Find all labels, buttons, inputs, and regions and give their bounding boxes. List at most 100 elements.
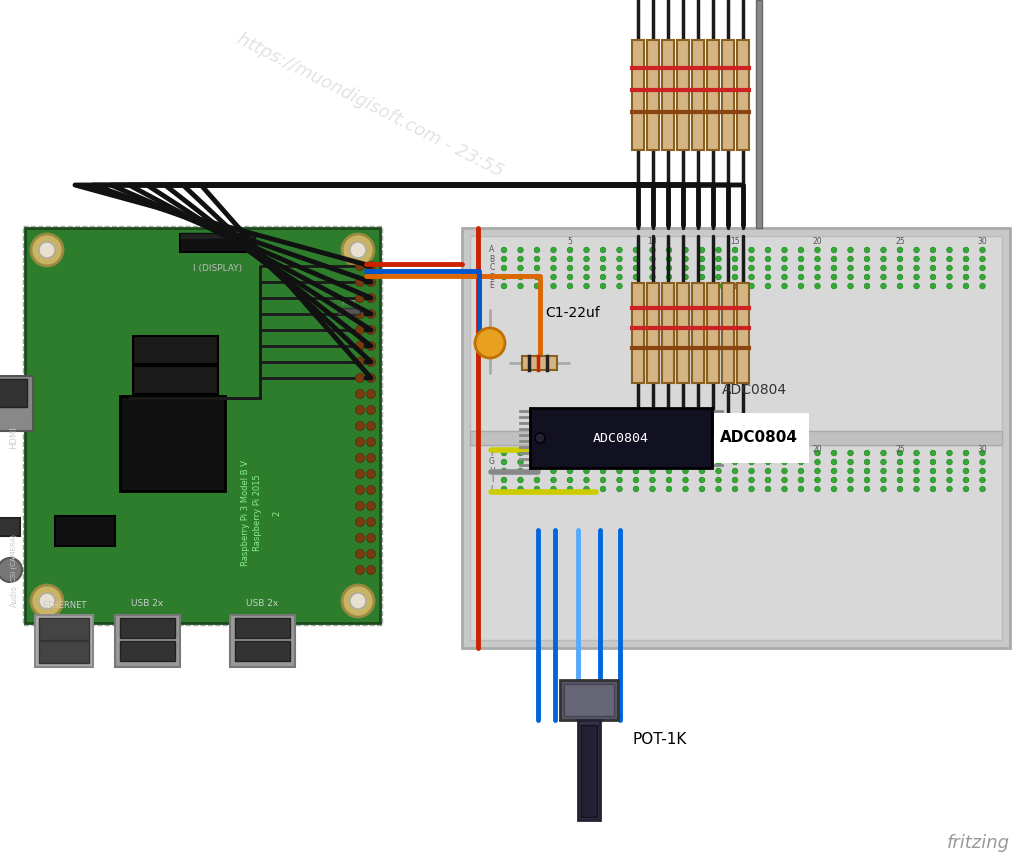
Circle shape (831, 283, 837, 289)
Circle shape (781, 486, 787, 492)
Circle shape (551, 247, 556, 253)
Text: 25: 25 (895, 236, 905, 246)
Bar (578, 720, 600, 820)
Text: PRO: PRO (341, 300, 355, 306)
Bar (25, 228, 380, 623)
Circle shape (913, 477, 920, 483)
Circle shape (355, 341, 365, 351)
Circle shape (980, 247, 985, 253)
Circle shape (649, 283, 655, 289)
Text: 25: 25 (895, 445, 905, 455)
Circle shape (964, 247, 969, 253)
Circle shape (732, 450, 738, 456)
Circle shape (567, 486, 572, 492)
Bar (632, 283, 644, 383)
Bar (522, 356, 557, 370)
Circle shape (980, 274, 985, 279)
Text: 30: 30 (978, 445, 987, 455)
Circle shape (667, 266, 672, 271)
Circle shape (367, 534, 376, 542)
Circle shape (897, 274, 903, 279)
Circle shape (584, 468, 589, 474)
Circle shape (831, 450, 837, 456)
Text: F: F (489, 449, 495, 457)
Circle shape (535, 247, 540, 253)
Circle shape (355, 437, 365, 446)
Circle shape (980, 266, 985, 271)
Circle shape (535, 477, 540, 483)
Circle shape (831, 266, 837, 271)
Text: Audio: Audio (9, 585, 18, 607)
Bar (647, 40, 659, 150)
Bar (120, 641, 175, 661)
Circle shape (980, 450, 985, 456)
Circle shape (815, 266, 820, 271)
Bar (234, 618, 290, 638)
Circle shape (848, 283, 853, 289)
Circle shape (881, 450, 887, 456)
Circle shape (667, 450, 672, 456)
Circle shape (31, 585, 63, 617)
Circle shape (355, 373, 365, 383)
Circle shape (699, 247, 705, 253)
Text: 2: 2 (272, 510, 282, 516)
Circle shape (567, 477, 572, 483)
Circle shape (831, 459, 837, 464)
Circle shape (584, 459, 589, 464)
Circle shape (897, 450, 903, 456)
Circle shape (716, 247, 721, 253)
Circle shape (732, 477, 738, 483)
Bar (234, 641, 290, 661)
Circle shape (355, 358, 365, 366)
Circle shape (683, 274, 688, 279)
Bar (230, 615, 295, 667)
Circle shape (584, 450, 589, 456)
Circle shape (551, 459, 556, 464)
Circle shape (616, 283, 623, 289)
Circle shape (815, 256, 820, 262)
Circle shape (342, 234, 374, 266)
Circle shape (815, 283, 820, 289)
Circle shape (913, 450, 920, 456)
Text: 10: 10 (648, 445, 657, 455)
Circle shape (355, 470, 365, 478)
Bar (707, 40, 719, 150)
Circle shape (716, 459, 721, 464)
Circle shape (964, 266, 969, 271)
Circle shape (649, 459, 655, 464)
Bar (632, 40, 644, 150)
Circle shape (930, 274, 936, 279)
Circle shape (964, 477, 969, 483)
Circle shape (584, 274, 589, 279)
Circle shape (367, 422, 376, 431)
Circle shape (913, 256, 920, 262)
Circle shape (518, 450, 523, 456)
Circle shape (616, 468, 623, 474)
Bar (677, 283, 689, 383)
Circle shape (716, 256, 721, 262)
Circle shape (699, 468, 705, 474)
Bar (756, 0, 762, 228)
Circle shape (567, 459, 572, 464)
Bar (338, 308, 360, 314)
Circle shape (501, 477, 507, 483)
Circle shape (567, 256, 572, 262)
Circle shape (765, 274, 771, 279)
Circle shape (667, 283, 672, 289)
Circle shape (649, 450, 655, 456)
Circle shape (616, 486, 623, 492)
Circle shape (815, 450, 820, 456)
Circle shape (0, 558, 22, 582)
Circle shape (367, 278, 376, 286)
Circle shape (781, 477, 787, 483)
Circle shape (367, 293, 376, 303)
Circle shape (600, 450, 606, 456)
Circle shape (798, 459, 804, 464)
Circle shape (699, 459, 705, 464)
Circle shape (518, 266, 523, 271)
Circle shape (699, 256, 705, 262)
Circle shape (848, 247, 853, 253)
Circle shape (600, 256, 606, 262)
Text: fritzing: fritzing (947, 834, 1010, 852)
Circle shape (355, 405, 365, 415)
